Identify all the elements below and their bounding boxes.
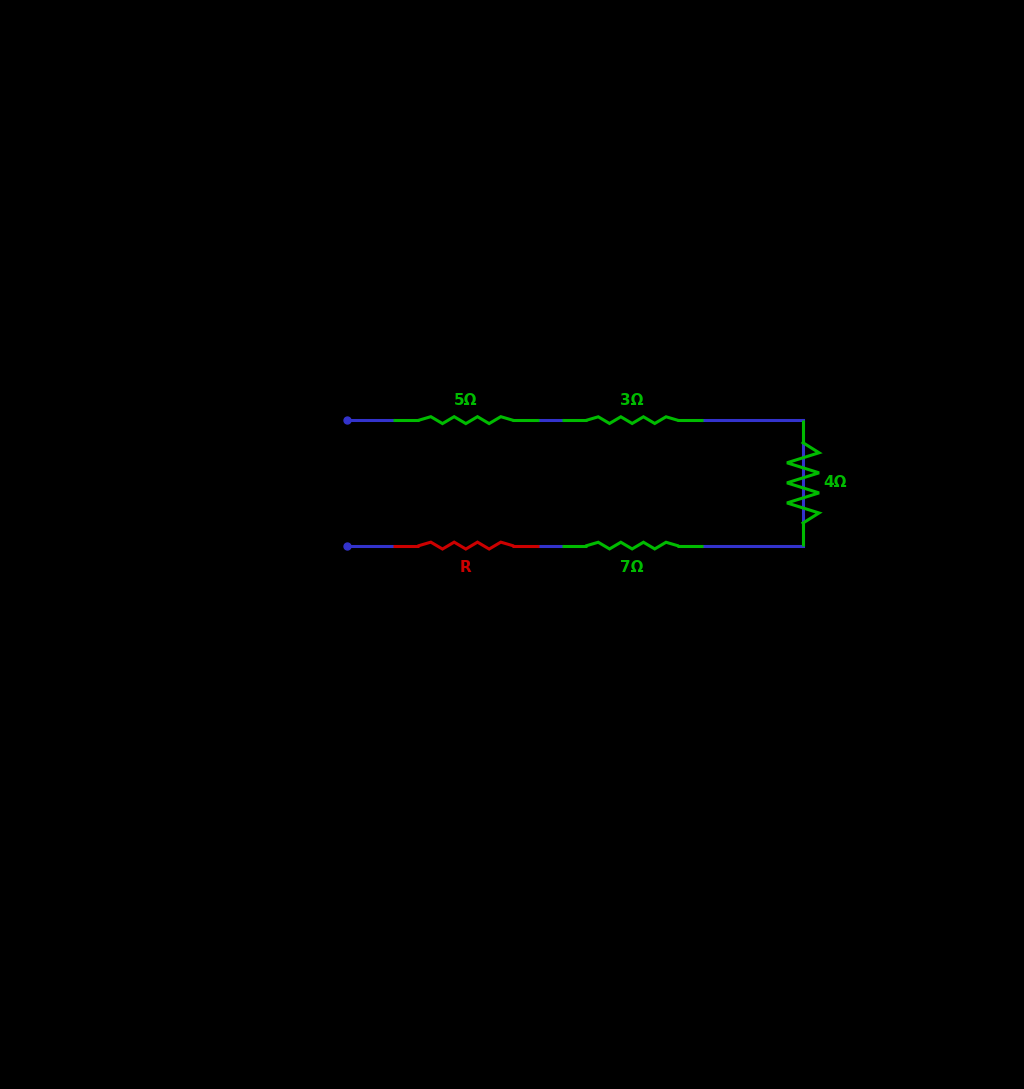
Text: V = 50V: V = 50V [293, 472, 355, 487]
Text: 5Ω: 5Ω [454, 393, 477, 407]
Text: R: R [460, 561, 472, 575]
Text: -: - [329, 525, 337, 543]
Text: 4Ω: 4Ω [823, 476, 847, 490]
Text: 7Ω: 7Ω [621, 561, 644, 575]
Text: I = 2A: I = 2A [594, 444, 636, 458]
Text: +: + [323, 400, 337, 418]
Text: 3Ω: 3Ω [621, 393, 644, 407]
